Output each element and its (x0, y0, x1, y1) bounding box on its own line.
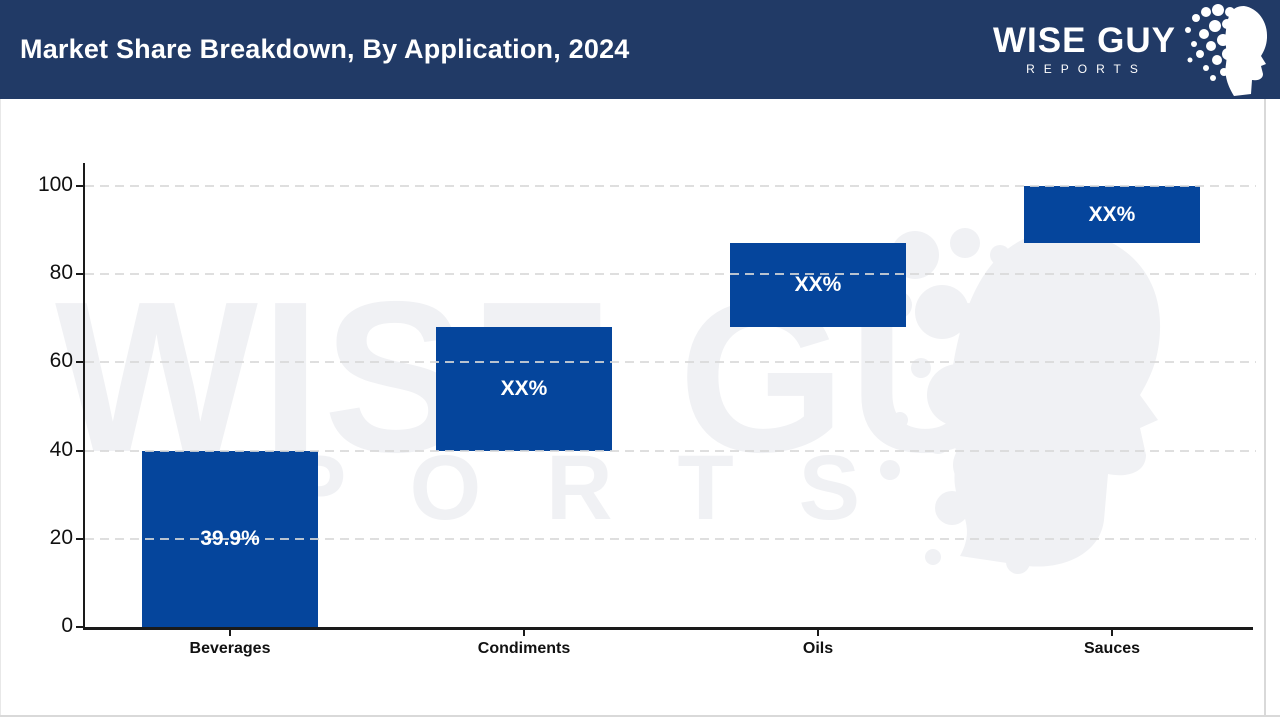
bar-value-label: XX% (794, 273, 842, 297)
logo-text: WISE GUY REPORTS (993, 23, 1176, 76)
y-tick-label: 100 (37, 173, 73, 196)
x-tickmark (1111, 628, 1113, 636)
x-tickmark (523, 628, 525, 636)
header: Market Share Breakdown, By Application, … (0, 0, 1280, 99)
bar-condiments (436, 327, 612, 451)
x-tick-label-oils: Oils (802, 640, 834, 657)
y-tick-label: 20 (49, 525, 73, 549)
y-tickmark (76, 185, 85, 187)
waterfall-chart: 0 20 40 60 80 100 39.9% XX% XX% XX% Beverages Condi… (0, 99, 1280, 720)
y-axis-line (83, 163, 85, 630)
y-tickmark (76, 449, 85, 452)
bar-value-label: XX% (1088, 202, 1136, 226)
x-tickmark (229, 628, 231, 636)
bar-value-label: 39.9% (200, 527, 260, 550)
y-tickmark (76, 361, 85, 364)
card-bottom-border (0, 715, 1280, 717)
gridline-40 (85, 449, 1256, 452)
x-tick-label-condiments: Condiments (477, 640, 571, 657)
gridline-80 (85, 273, 1256, 276)
gridline-20 (85, 537, 1256, 540)
y-tick-label: 80 (49, 261, 73, 285)
y-tick-label: 40 (49, 437, 73, 461)
x-tick-label-sauces: Sauces (1083, 640, 1141, 657)
x-tick-label-beverages: Beverages (189, 640, 271, 657)
bar-value-label: XX% (500, 376, 548, 400)
wiseguy-logo: WISE GUY REPORTS (993, 2, 1270, 98)
logo-face-icon (1185, 3, 1268, 96)
x-axis-line (83, 627, 1253, 630)
x-tickmark (817, 628, 819, 636)
gridline-100 (85, 185, 1256, 187)
y-tick-label: 0 (61, 614, 73, 637)
page-title: Market Share Breakdown, By Application, … (20, 34, 630, 64)
y-tickmark (76, 273, 85, 276)
y-tickmark (76, 626, 85, 628)
y-tick-label: 60 (49, 349, 73, 373)
y-tickmark (76, 537, 85, 540)
logo-subtitle: REPORTS (1026, 62, 1147, 76)
logo-wordmark: WISE GUY (992, 21, 1176, 60)
card-left-border (0, 99, 1, 717)
bar-oils (730, 243, 906, 328)
gridline-60 (85, 361, 1256, 364)
card-right-border (1264, 99, 1266, 717)
